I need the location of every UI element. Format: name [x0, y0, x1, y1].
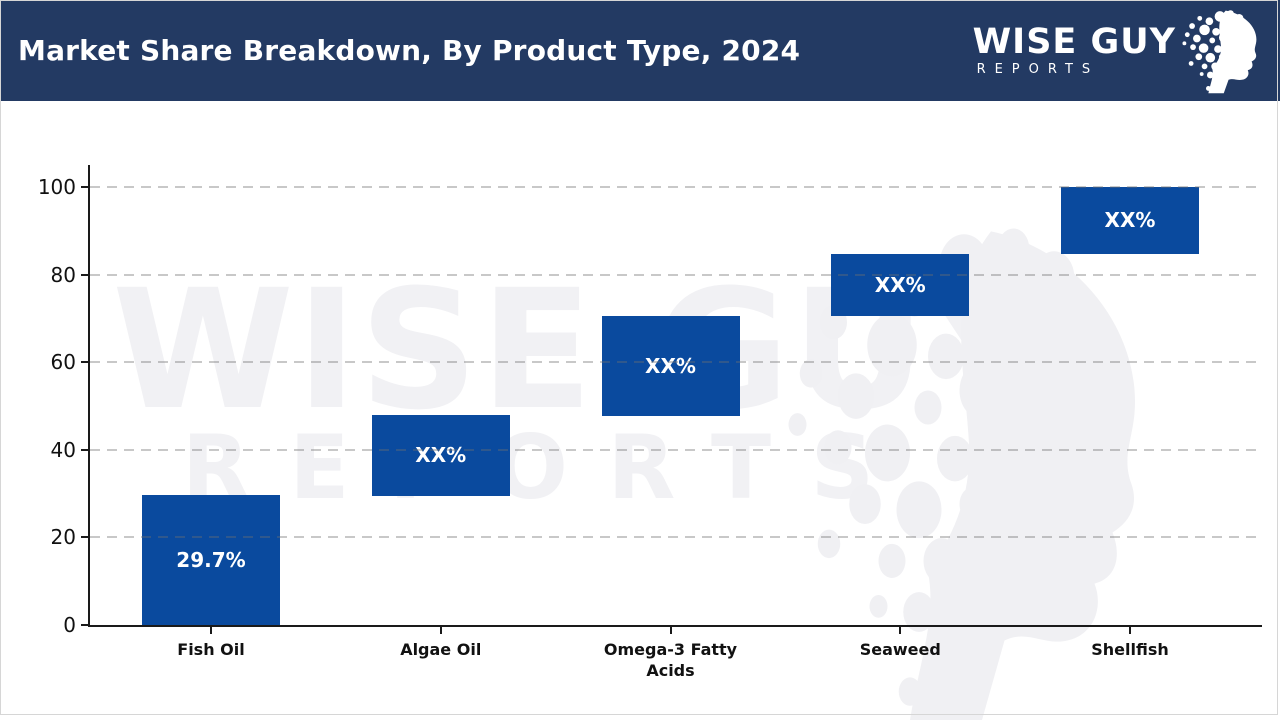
- gridline-60: [90, 361, 1262, 364]
- x-tick-label-seaweed: Seaweed: [859, 640, 941, 659]
- x-tick-shellfish: [1129, 627, 1131, 634]
- brand-subtitle: REPORTS: [976, 62, 1100, 77]
- bar-label-shellfish: XX%: [1104, 208, 1156, 233]
- x-tick-label-shellfish: Shellfish: [1091, 640, 1169, 659]
- y-axis: [88, 165, 90, 627]
- y-tick-80: [81, 273, 88, 276]
- x-tick-label-fish-oil: Fish Oil: [177, 640, 245, 659]
- x-tick-omega-3-fatty-acids: [669, 627, 672, 634]
- x-tick-label-omega-3-fatty-acids: Omega-3 Fatty Acids: [603, 640, 738, 680]
- bar-label-seaweed: XX%: [874, 272, 926, 297]
- y-tick-100: [81, 186, 88, 188]
- x-tick-algae-oil: [439, 627, 442, 634]
- gridline-100: [90, 186, 1262, 188]
- brand-logo-text: WISE GUY REPORTS: [972, 22, 1176, 77]
- x-tick-fish-oil: [210, 627, 212, 634]
- gridline-80: [90, 273, 1262, 276]
- bar-label-algae-oil: XX%: [415, 443, 467, 468]
- x-tick-label-algae-oil: Algae Oil: [400, 640, 482, 659]
- y-tick-label-40: 40: [50, 437, 76, 462]
- brand-logo: WISE GUY REPORTS: [973, 8, 1266, 94]
- gridline-40: [90, 448, 1262, 451]
- bar-shellfish: XX%: [1061, 187, 1199, 254]
- y-tick-label-80: 80: [50, 262, 76, 287]
- bar-seaweed: XX%: [831, 253, 970, 317]
- bar-fish-oil: 29.7%: [142, 494, 280, 625]
- bar-algae-oil: XX%: [371, 414, 510, 496]
- x-axis: [88, 625, 1262, 627]
- y-tick-label-0: 0: [63, 613, 76, 637]
- brand-name: WISE GUY: [972, 22, 1176, 62]
- y-tick-label-100: 100: [37, 175, 76, 199]
- x-tick-seaweed: [899, 627, 902, 634]
- y-tick-label-60: 60: [50, 350, 76, 375]
- gridline-20: [90, 536, 1262, 539]
- bar-omega-3-fatty-acids: XX%: [601, 316, 740, 417]
- y-tick-40: [81, 448, 88, 451]
- bar-label-omega-3-fatty-acids: XX%: [645, 354, 696, 379]
- y-tick-60: [81, 361, 88, 364]
- page-title: Market Share Breakdown, By Product Type,…: [18, 34, 801, 67]
- bar-label-fish-oil: 29.7%: [176, 547, 246, 572]
- brand-face-icon: [1182, 9, 1257, 93]
- y-tick-label-20: 20: [50, 525, 76, 550]
- header-bar: Market Share Breakdown, By Product Type,…: [0, 0, 1280, 101]
- y-tick-0: [81, 624, 88, 626]
- y-tick-20: [81, 536, 88, 539]
